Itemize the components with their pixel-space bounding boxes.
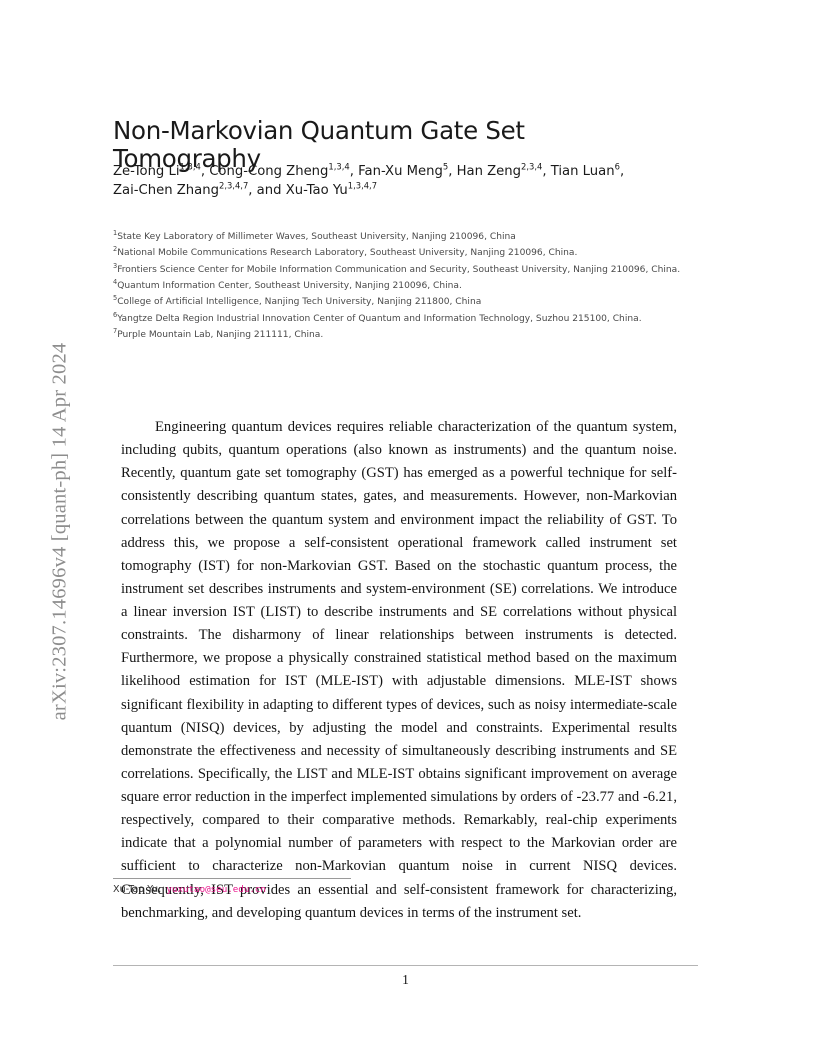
page-title: Non-Markovian Quantum Gate Set Tomograph…: [113, 116, 525, 174]
author-line-2: Zai-Chen Zhang2,3,4,7, and Xu-Tao Yu1,3,…: [113, 180, 678, 201]
arxiv-stamp-text: arXiv:2307.14696v4 [quant-ph] 14 Apr 202…: [48, 342, 71, 721]
page-number: 1: [402, 972, 409, 987]
affiliation-item: 5College of Artificial Intelligence, Nan…: [113, 295, 703, 310]
affiliation-marker: 6: [113, 310, 118, 319]
author-separator: ,: [349, 164, 359, 179]
affiliation-marker: 1: [113, 228, 118, 237]
affiliation-marker: 3: [113, 261, 118, 270]
corresponding-author-footnote: Xu-Tao Yu: yuxutao@seu.edu.cn: [113, 884, 266, 895]
author-affiliation-marker: 5: [442, 161, 449, 172]
author-name: Cong-Cong Zheng: [209, 164, 329, 179]
affiliation-text: National Mobile Communications Research …: [117, 248, 578, 259]
author-name: Fan-Xu Meng: [358, 164, 443, 179]
footnote-label: Xu-Tao Yu:: [113, 884, 162, 895]
affiliation-text: State Key Laboratory of Millimeter Waves…: [117, 232, 516, 242]
affiliation-list: 1State Key Laboratory of Millimeter Wave…: [113, 230, 703, 344]
affiliation-marker: 2: [113, 245, 118, 254]
author-affiliation-marker: 1,3,4: [328, 161, 350, 172]
author-separator: ,: [200, 164, 210, 179]
affiliation-item: 7Purple Mountain Lab, Nanjing 211111, Ch…: [113, 328, 703, 343]
paper-content: Non-Markovian Quantum Gate Set Tomograph…: [113, 0, 698, 1056]
affiliation-text: College of Artificial Intelligence, Nanj…: [117, 297, 482, 308]
author-affiliation-marker: 1,3,4: [179, 161, 201, 172]
affiliation-item: 3Frontiers Science Center for Mobile Inf…: [113, 261, 703, 278]
author-name: Tian Luan: [550, 164, 615, 179]
author-affiliation-marker: 2,3,4: [521, 161, 543, 172]
footer-divider: [113, 965, 698, 966]
author-name: Zai-Chen Zhang: [113, 182, 219, 198]
affiliation-text: Quantum Information Center, Southeast Un…: [117, 280, 462, 291]
author-separator: , and: [248, 182, 286, 198]
abstract-text: Engineering quantum devices requires rel…: [121, 419, 677, 921]
affiliation-item: 6Yangtze Delta Region Industrial Innovat…: [113, 310, 703, 327]
affiliation-text: Yangtze Delta Region Industrial Innovati…: [117, 313, 642, 324]
affiliation-marker: 4: [113, 277, 118, 286]
footnote-divider: [113, 878, 351, 879]
affiliation-text: Purple Mountain Lab, Nanjing 211111, Chi…: [117, 329, 324, 340]
author-separator: ,: [619, 164, 625, 179]
author-affiliation-marker: 1,3,4,7: [347, 180, 378, 191]
author-name: Ze-Tong Li: [113, 164, 180, 179]
author-line-1: Ze-Tong Li1,3,4, Cong-Cong Zheng1,3,4, F…: [113, 161, 678, 182]
author-separator: ,: [542, 164, 551, 179]
author-list: Ze-Tong Li1,3,4, Cong-Cong Zheng1,3,4, F…: [113, 161, 678, 201]
author-affiliation-marker: 2,3,4,7: [218, 180, 249, 191]
affiliation-marker: 5: [113, 294, 118, 303]
affiliation-marker: 7: [113, 326, 118, 335]
author-name: Han Zeng: [456, 164, 522, 179]
author-separator: ,: [448, 164, 457, 179]
author-name: Xu-Tao Yu: [285, 182, 348, 198]
affiliation-item: 4Quantum Information Center, Southeast U…: [113, 279, 703, 294]
corresponding-email-link[interactable]: yuxutao@seu.edu.cn: [166, 884, 266, 895]
arxiv-stamp: arXiv:2307.14696v4 [quant-ph] 14 Apr 202…: [0, 0, 100, 1056]
affiliation-text: Frontiers Science Center for Mobile Info…: [117, 264, 681, 275]
author-affiliation-marker: 6: [614, 161, 620, 172]
affiliation-item: 1State Key Laboratory of Millimeter Wave…: [113, 230, 703, 245]
affiliation-item: 2National Mobile Communications Research…: [113, 246, 703, 261]
